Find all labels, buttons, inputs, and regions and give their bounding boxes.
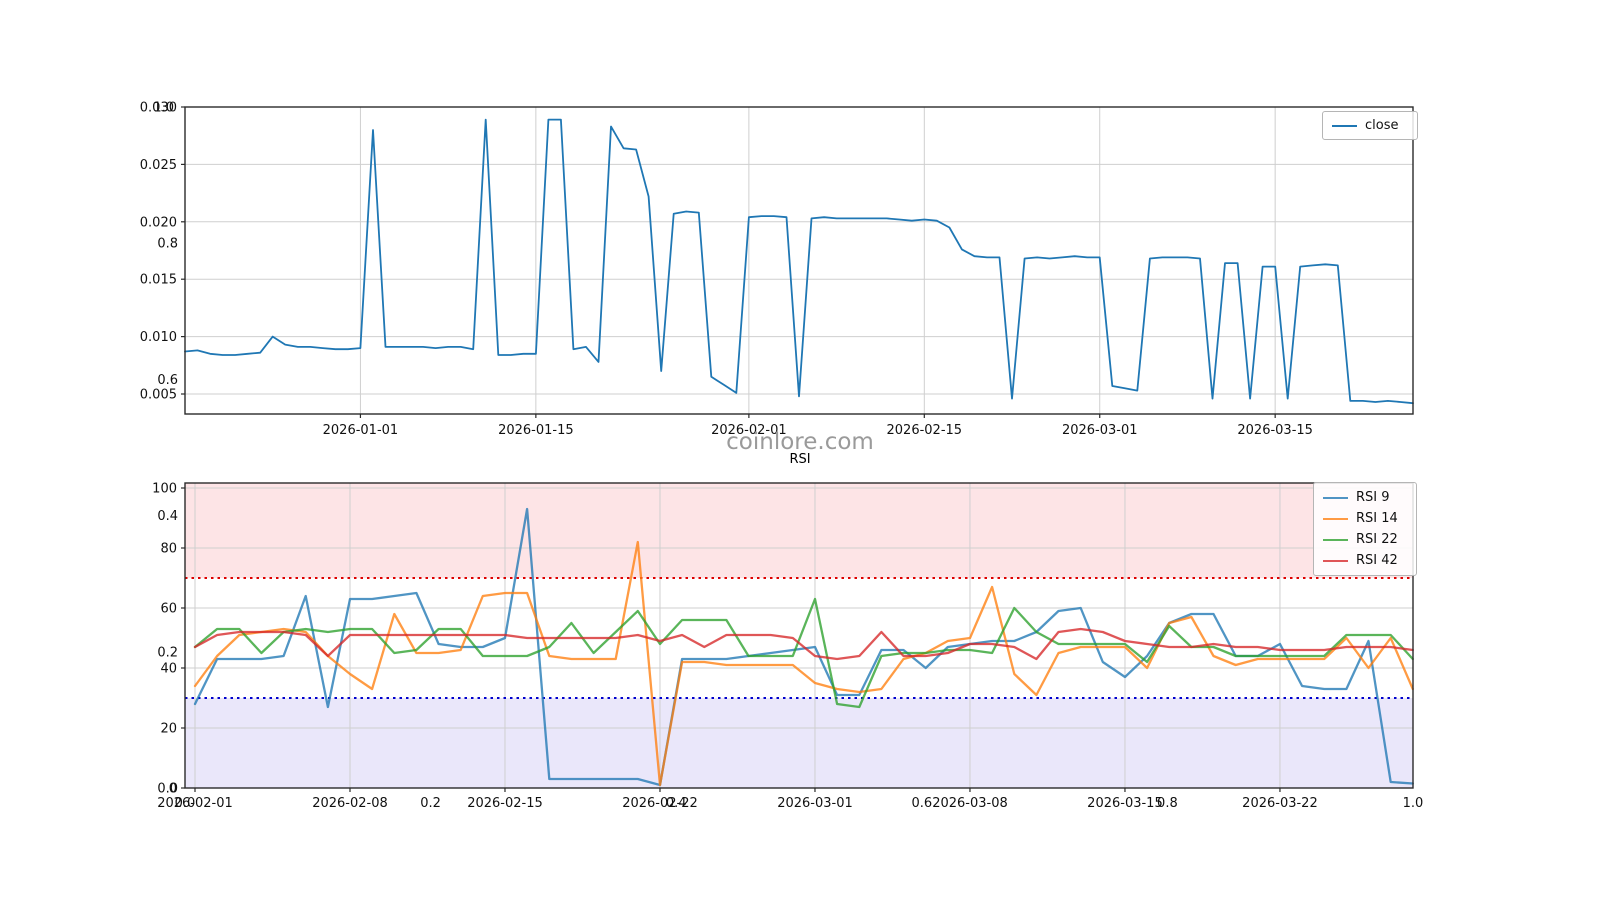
- legend-line-sample: [1323, 517, 1348, 520]
- legend-item: RSI 42: [1323, 550, 1407, 571]
- price-xtick-label: 2026-03-01: [1062, 423, 1138, 438]
- price-xtick-label: 2026-02-15: [887, 423, 963, 438]
- rsi-ytick-label: 100: [152, 482, 177, 497]
- rsi-line-rsi-42: [193, 627, 1414, 661]
- rsi-line-rsi-14: [193, 540, 1414, 787]
- rsi-ytick-label: 20: [160, 722, 177, 737]
- rsi-ytick-label: 0: [169, 782, 177, 797]
- rsi-xtick-label: 2026-03-08: [932, 796, 1008, 811]
- price-ytick-label: 0.020: [140, 215, 177, 230]
- rsi-xtick-label: 2026-02-01: [157, 796, 233, 811]
- price-legend: close: [1322, 111, 1418, 140]
- rsi-line-rsi-22: [193, 597, 1414, 709]
- overlay-xtick-label: 1.0: [1403, 796, 1424, 811]
- oversold-band: [185, 698, 1413, 788]
- price-xtick-label: 2026-03-15: [1237, 423, 1313, 438]
- price-xtick-label: 2026-02-01: [711, 423, 787, 438]
- price-xtick-label: 2026-01-15: [498, 423, 574, 438]
- rsi-xtick-label: 2026-02-08: [312, 796, 388, 811]
- price-ytick-label: 0.010: [140, 330, 177, 345]
- rsi-subplot-title: RSI: [789, 452, 811, 467]
- legend-label: RSI 14: [1356, 511, 1398, 526]
- legend-item: RSI 22: [1323, 529, 1407, 550]
- overlay-xtick-label: 0.2: [420, 796, 441, 811]
- overlay-ytick-label: 0.6: [157, 373, 178, 388]
- overlay-xtick-label: 0.4: [666, 796, 687, 811]
- legend-item: RSI 9: [1323, 487, 1407, 508]
- overbought-band: [185, 483, 1413, 578]
- legend-line-sample: [1323, 496, 1348, 499]
- legend-label: close: [1365, 118, 1399, 133]
- rsi-ytick-label: 60: [160, 602, 177, 617]
- legend-line-sample: [1323, 559, 1348, 562]
- rsi-xtick-label: 2026-03-15: [1087, 796, 1163, 811]
- overlay-ytick-label: 0.0: [157, 782, 178, 797]
- legend-line-sample: [1323, 538, 1348, 541]
- overlay-xtick-label: 0.8: [1157, 796, 1178, 811]
- price-axes-box: [184, 106, 1414, 415]
- overlay-ytick-label: 1.0: [153, 101, 174, 116]
- overlay-ytick-label: 0.2: [157, 645, 178, 660]
- rsi-legend: RSI 9 RSI 14 RSI 22 RSI 42: [1313, 482, 1417, 576]
- price-ytick-label: 0.025: [140, 158, 177, 173]
- price-ytick-label: 0.005: [140, 388, 177, 403]
- legend-item: RSI 14: [1323, 508, 1407, 529]
- overlay-ytick-label: 0.8: [157, 237, 178, 252]
- price-ytick-label: 0.015: [140, 273, 177, 288]
- rsi-xtick-label: 2026-02-22: [622, 796, 698, 811]
- legend-line-sample: [1332, 124, 1357, 127]
- rsi-line-rsi-9: [193, 507, 1414, 787]
- rsi-xtick-label: 2026-03-01: [777, 796, 853, 811]
- price-ytick-label: 0.030: [140, 101, 177, 116]
- price-xtick-label: 2026-01-01: [323, 423, 399, 438]
- overlay-xtick-label: 0.6: [911, 796, 932, 811]
- rsi-ytick-label: 40: [160, 662, 177, 677]
- rsi-xtick-label: 2026-03-22: [1242, 796, 1318, 811]
- rsi-ytick-label: 80: [160, 542, 177, 557]
- price-close-line: [184, 118, 1414, 405]
- rsi-xtick-label: 2026-02-15: [467, 796, 543, 811]
- legend-label: RSI 22: [1356, 532, 1398, 547]
- rsi-axes-box: [184, 482, 1414, 789]
- legend-label: RSI 9: [1356, 490, 1390, 505]
- overlay-xtick-label: 0.0: [175, 796, 196, 811]
- legend-item: close: [1332, 116, 1408, 135]
- overlay-ytick-label: 0.4: [157, 509, 178, 524]
- legend-label: RSI 42: [1356, 553, 1398, 568]
